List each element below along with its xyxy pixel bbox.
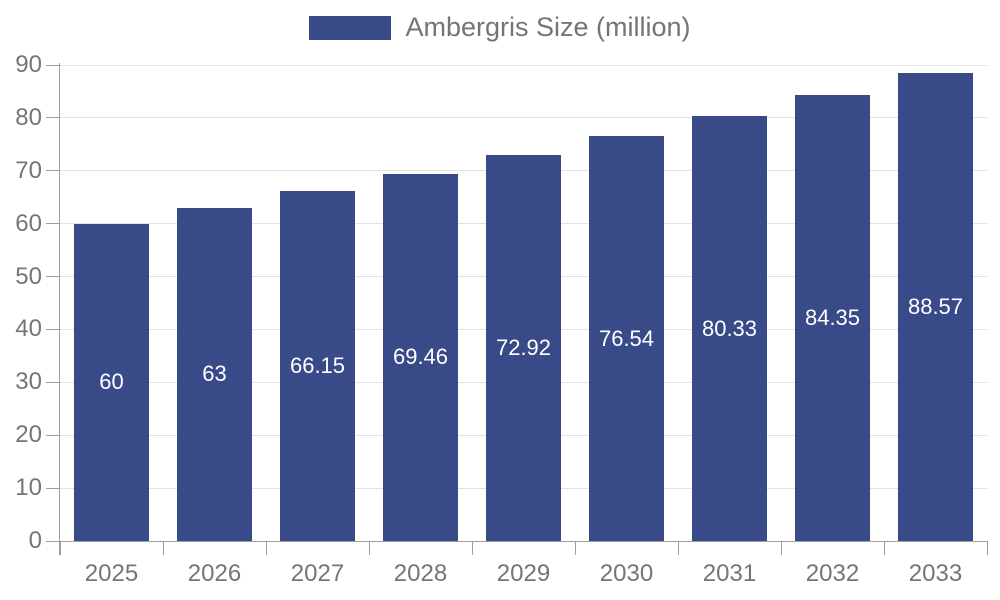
x-tick: [986, 541, 988, 555]
y-tick-label: 50: [15, 262, 42, 290]
x-tick-label: 2030: [599, 560, 654, 587]
y-tick-label: 10: [15, 474, 42, 502]
x-tick: [471, 541, 473, 555]
bar[interactable]: [383, 173, 458, 541]
bar[interactable]: [74, 223, 149, 541]
y-tick-label: 60: [15, 209, 42, 237]
y-tick: [46, 434, 60, 436]
x-tick: [574, 541, 576, 555]
y-tick-label: 0: [28, 527, 42, 554]
x-axis-line: [46, 540, 987, 542]
x-tick: [162, 541, 164, 555]
x-tick-label: 2026: [187, 560, 242, 587]
y-tick: [46, 64, 60, 66]
x-tick-label: 2025: [84, 560, 139, 587]
y-tick: [46, 381, 60, 383]
bar[interactable]: [280, 191, 355, 541]
y-axis-line: [59, 63, 60, 555]
x-tick: [780, 541, 782, 555]
x-tick-label: 2031: [702, 560, 757, 587]
x-tick: [265, 541, 267, 555]
x-tick: [59, 541, 61, 555]
bar[interactable]: [486, 155, 561, 541]
x-tick-label: 2033: [908, 560, 963, 587]
legend-label: Ambergris Size (million): [405, 12, 691, 42]
y-tick-label: 40: [15, 315, 42, 343]
y-tick: [46, 223, 60, 225]
bar[interactable]: [692, 116, 767, 541]
bar[interactable]: [589, 136, 664, 541]
x-tick-label: 2028: [393, 560, 448, 587]
y-tick: [46, 328, 60, 330]
x-tick-label: 2032: [805, 560, 860, 587]
y-tick-label: 80: [15, 103, 42, 131]
y-tick: [46, 117, 60, 119]
bar[interactable]: [177, 207, 252, 541]
y-tick-label: 70: [15, 156, 42, 184]
x-tick: [368, 541, 370, 555]
y-tick-label: 30: [15, 368, 42, 396]
bar[interactable]: [795, 94, 870, 541]
y-tick: [46, 276, 60, 278]
bar[interactable]: [898, 72, 973, 541]
y-tick-label: 20: [15, 421, 42, 449]
legend-swatch: [309, 15, 392, 40]
legend[interactable]: Ambergris Size (million): [0, 14, 1000, 41]
x-tick: [677, 541, 679, 555]
x-tick-label: 2029: [496, 560, 551, 587]
y-tick-label: 90: [15, 51, 42, 78]
y-tick: [46, 170, 60, 172]
x-tick: [883, 541, 885, 555]
y-gridline: [60, 64, 987, 66]
x-tick-label: 2027: [290, 560, 345, 587]
y-tick: [46, 487, 60, 489]
